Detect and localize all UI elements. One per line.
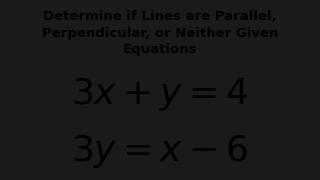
Text: $3y = x - 6$: $3y = x - 6$	[71, 133, 249, 170]
Text: Determine if Lines are Parallel,
Perpendicular, or Neither Given
Equations: Determine if Lines are Parallel, Perpend…	[42, 10, 278, 56]
Text: $3x + y = 4$: $3x + y = 4$	[71, 76, 249, 113]
